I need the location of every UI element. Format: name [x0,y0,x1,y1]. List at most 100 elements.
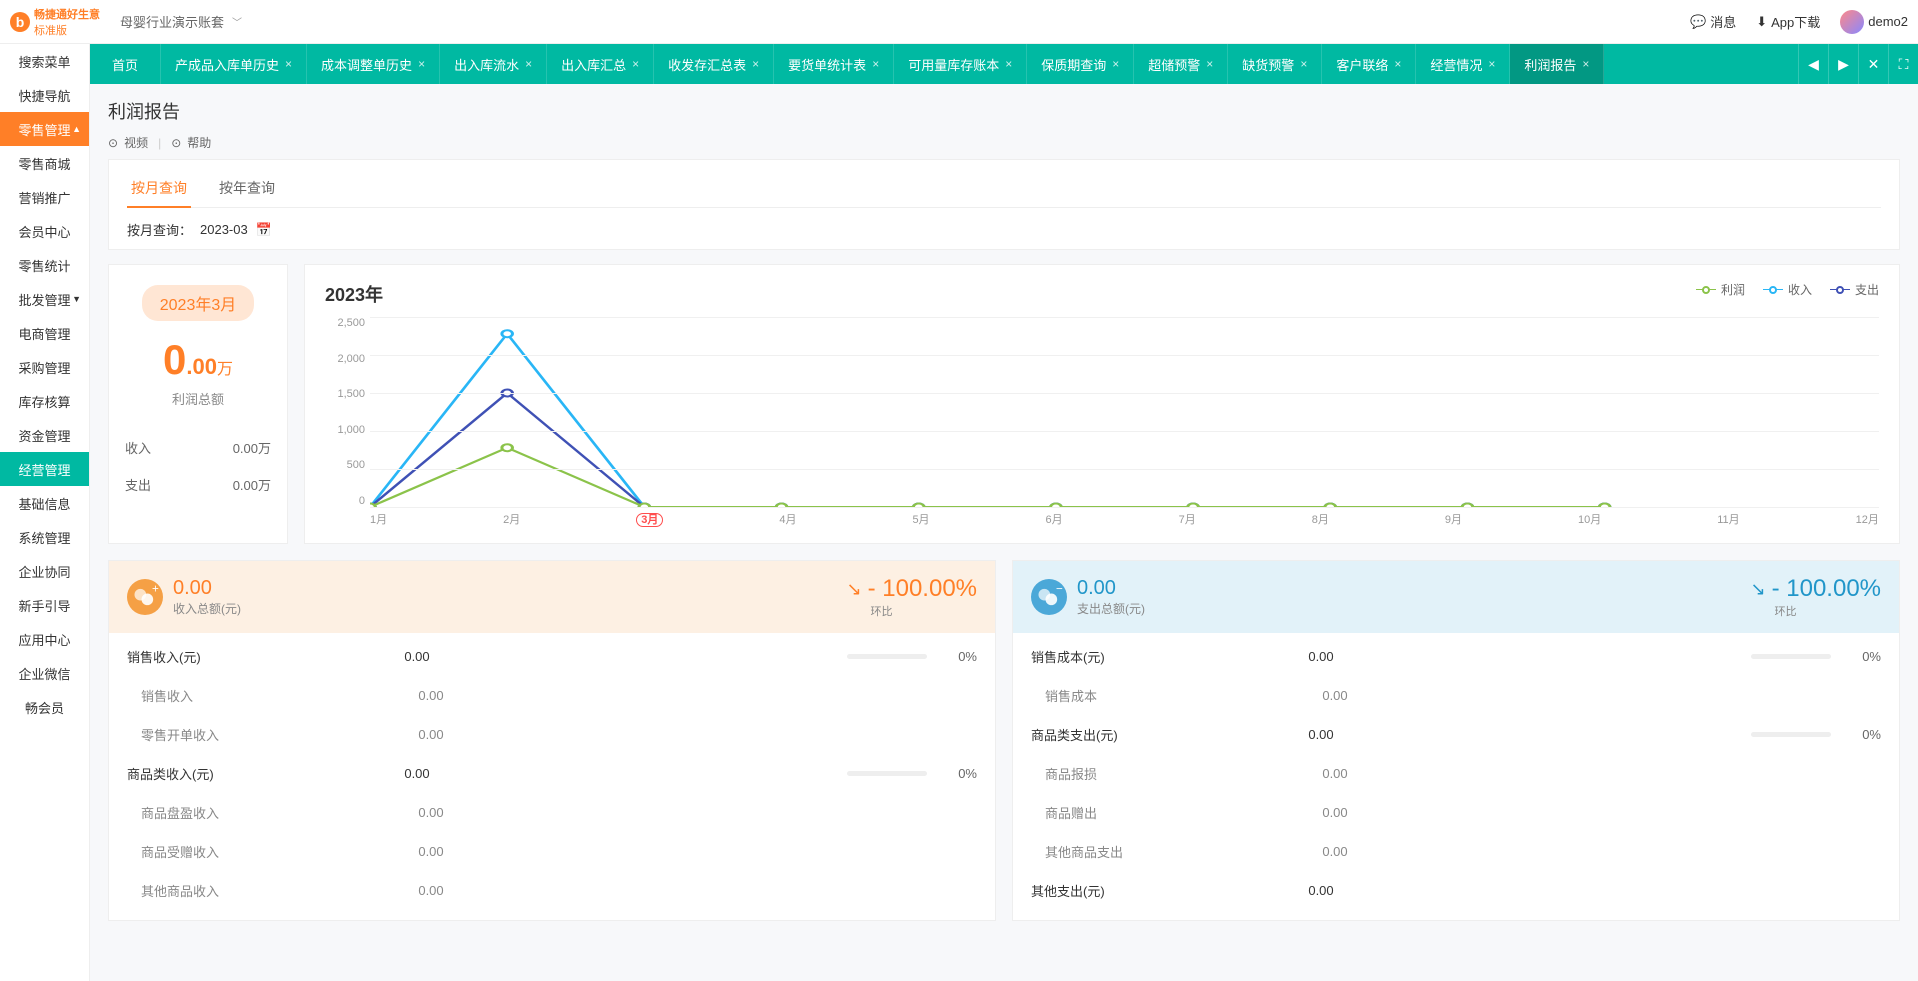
sidebar-item[interactable]: 应用中心 [0,622,89,656]
grid-line [370,317,1879,318]
close-icon[interactable]: × [872,57,879,71]
chevron-icon: ▲ [72,124,81,134]
close-icon[interactable]: × [1394,57,1401,71]
sidebar-item[interactable]: 营销推广 [0,180,89,214]
sidebar-item[interactable]: 库存核算 [0,384,89,418]
trend-down-icon: ↘ [1751,579,1766,600]
video-link[interactable]: 视频 [124,134,148,151]
summary-card: 2023年3月 0.00万 利润总额 收入0.00万支出0.00万 [108,264,288,544]
close-icon[interactable]: × [1206,57,1213,71]
messages-link[interactable]: 💬 消息 [1690,12,1736,31]
trend-down-icon: ↘ [847,579,862,600]
sidebar-item[interactable]: 采购管理 [0,350,89,384]
expense-card: − 0.00 支出总额(元) ↘ - 100.00% 环比 [1012,560,1900,921]
user-menu[interactable]: demo2 [1840,10,1908,34]
x-tick: 2月 [503,511,520,527]
tabs-prev-button[interactable]: ◀ [1798,44,1828,84]
chevron-down-icon: ﹀ [232,14,242,29]
detail-row: 商品类支出(元)0.000% [1031,715,1881,754]
tab[interactable]: 缺货预警× [1228,44,1322,84]
sidebar-item[interactable]: 基础信息 [0,486,89,520]
close-icon[interactable]: × [632,57,639,71]
sidebar-item[interactable]: 企业微信 [0,656,89,690]
close-icon[interactable]: × [1300,57,1307,71]
sidebar-item[interactable]: 经营管理 [0,452,89,486]
expense-icon: − [1031,579,1067,615]
tab[interactable]: 产成品入库单历史× [161,44,307,84]
query-tab[interactable]: 按年查询 [215,170,279,207]
x-tick: 8月 [1312,511,1329,527]
sidebar-item[interactable]: 零售商城 [0,146,89,180]
help-icon: ⊙ [171,136,181,150]
sidebar-item[interactable]: 资金管理 [0,418,89,452]
sidebar-item[interactable]: 电商管理 [0,316,89,350]
tab[interactable]: 出入库汇总× [547,44,654,84]
profit-label: 利润总额 [125,389,271,408]
sidebar-item[interactable]: 企业协同 [0,554,89,588]
sidebar-item[interactable]: 零售管理▲ [0,112,89,146]
query-bar: 按月查询按年查询 按月查询： 2023-03 📅 [108,159,1900,250]
calendar-icon[interactable]: 📅 [256,222,272,238]
grid-line [370,469,1879,470]
chart-card: 2023年 利润收入支出 2,5002,0001,5001,0005000 1月… [304,264,1900,544]
legend-item: 支出 [1830,281,1879,298]
tab[interactable]: 收发存汇总表× [654,44,774,84]
sidebar-item[interactable]: 畅会员 [0,690,89,724]
x-tick: 4月 [779,511,796,527]
income-label: 收入总额(元) [173,600,837,617]
tabs-close-all-button[interactable]: ✕ [1858,44,1888,84]
sidebar-item[interactable]: 快捷导航 [0,78,89,112]
legend-item: 收入 [1763,281,1812,298]
close-icon[interactable]: × [1582,57,1589,71]
x-tick: 3月 [636,511,663,527]
tab[interactable]: 保质期查询× [1027,44,1134,84]
income-change: - 100.00% [868,575,977,603]
sidebar-item[interactable]: 会员中心 [0,214,89,248]
y-tick: 500 [325,459,365,471]
close-icon[interactable]: × [1005,57,1012,71]
sidebar-item[interactable]: 零售统计 [0,248,89,282]
sidebar-item[interactable]: 搜索菜单 [0,44,89,78]
tab[interactable]: 成本调整单历史× [307,44,440,84]
expense-total: 0.00 [1077,577,1741,600]
account-selector[interactable]: 母婴行业演示账套 ﹀ [120,12,242,31]
y-tick: 2,500 [325,317,365,329]
query-tab[interactable]: 按月查询 [127,170,191,208]
fullscreen-button[interactable]: ⛶ [1888,44,1918,84]
close-icon[interactable]: × [525,57,532,71]
app-download-link[interactable]: ⬇ App下载 [1756,12,1820,31]
svg-text:−: − [1056,583,1063,595]
svg-text:+: + [152,583,159,595]
detail-row: 销售收入0.00 [127,676,977,715]
sidebar-item[interactable]: 新手引导 [0,588,89,622]
detail-row: 商品赠出0.00 [1031,793,1881,832]
y-tick: 1,500 [325,388,365,400]
query-date[interactable]: 2023-03 [200,222,248,237]
period-pill: 2023年3月 [142,285,255,321]
help-link[interactable]: 帮助 [187,134,211,151]
tab[interactable]: 利润报告× [1510,44,1604,84]
tab[interactable]: 经营情况× [1416,44,1510,84]
tab[interactable]: 要货单统计表× [774,44,894,84]
detail-row: 其他支出(元)0.00 [1031,871,1881,910]
tab-home[interactable]: 首页 [90,44,161,84]
tabs-next-button[interactable]: ▶ [1828,44,1858,84]
close-icon[interactable]: × [1112,57,1119,71]
tab[interactable]: 出入库流水× [440,44,547,84]
expense-label: 支出总额(元) [1077,600,1741,617]
sidebar-item[interactable]: 系统管理 [0,520,89,554]
detail-row: 销售成本(元)0.000% [1031,637,1881,676]
close-icon[interactable]: × [418,57,425,71]
y-tick: 2,000 [325,353,365,365]
close-icon[interactable]: × [285,57,292,71]
sidebar-item[interactable]: 批发管理▼ [0,282,89,316]
tab[interactable]: 超储预警× [1134,44,1228,84]
close-icon[interactable]: × [1488,57,1495,71]
download-icon: ⬇ [1756,14,1767,30]
detail-row: 商品盘盈收入0.00 [127,793,977,832]
close-icon[interactable]: × [752,57,759,71]
play-icon: ⊙ [108,136,118,150]
detail-row: 零售开单收入0.00 [127,715,977,754]
tab[interactable]: 客户联络× [1322,44,1416,84]
tab[interactable]: 可用量库存账本× [894,44,1027,84]
